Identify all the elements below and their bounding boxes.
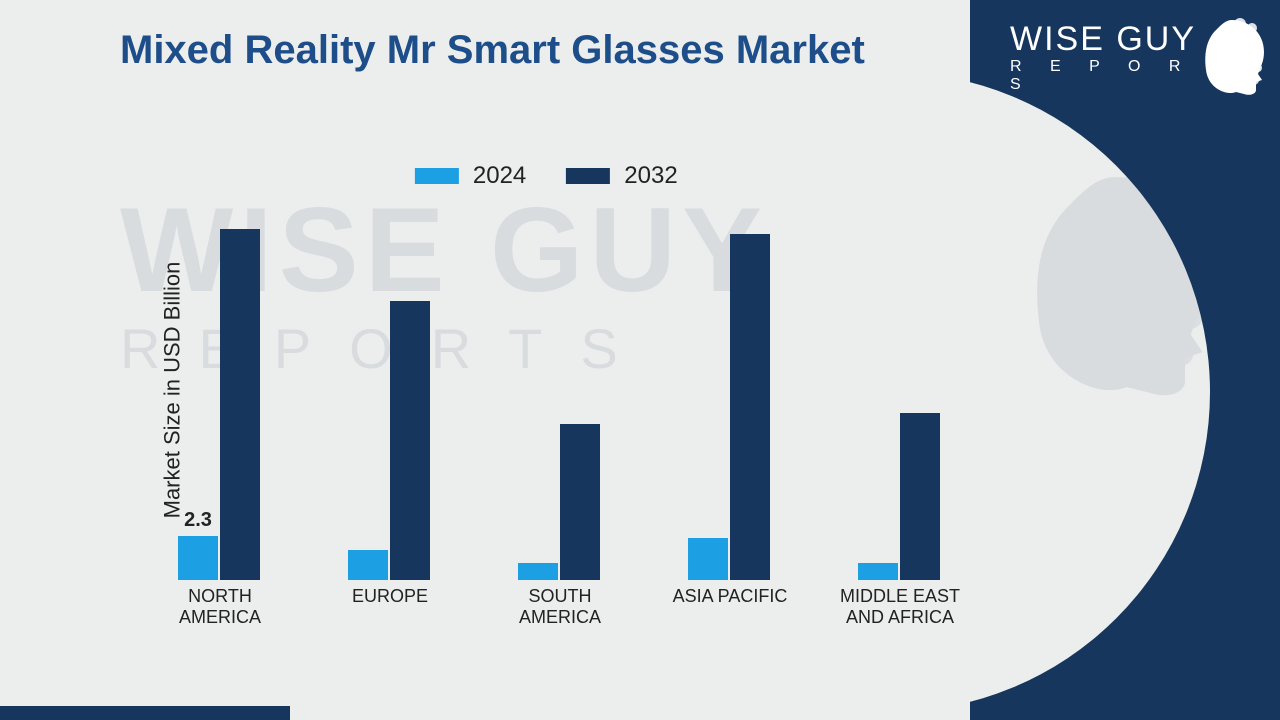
x-axis-label: SOUTH AMERICA — [490, 580, 630, 627]
bar-2032 — [220, 229, 260, 581]
bar-2024 — [518, 563, 558, 580]
watermark-head-icon — [1010, 170, 1220, 400]
legend-label-2032: 2032 — [624, 162, 677, 190]
x-axis-label: NORTH AMERICA — [150, 580, 290, 627]
bar-chart: Market Size in USD Billion 2024 2032 NOR… — [80, 180, 960, 600]
bar-2032 — [900, 413, 940, 580]
x-axis-label: EUROPE — [320, 580, 460, 607]
bar-value-label: 2.3 — [184, 509, 212, 532]
chart-title: Mixed Reality Mr Smart Glasses Market — [120, 26, 880, 74]
legend-item-2024: 2024 — [415, 162, 526, 190]
report-canvas: WISE GUY REPORTS WISE GUY R E P O R T S … — [0, 0, 1280, 720]
legend-swatch-2024 — [415, 168, 459, 184]
bar-2024 — [858, 563, 898, 580]
legend: 2024 2032 — [415, 162, 678, 190]
bar-2024 — [348, 550, 388, 580]
x-axis-label: ASIA PACIFIC — [660, 580, 800, 607]
bar-2024 — [688, 538, 728, 580]
brand-head-icon — [1196, 18, 1268, 96]
bar-2032 — [560, 424, 600, 580]
legend-label-2024: 2024 — [473, 162, 526, 190]
x-axis-label: MIDDLE EAST AND AFRICA — [830, 580, 970, 627]
legend-item-2032: 2032 — [566, 162, 677, 190]
slide-accent-strip — [0, 706, 290, 720]
bar-2032 — [730, 234, 770, 580]
plot-area: NORTH AMERICA2.3EUROPESOUTH AMERICAASIA … — [140, 200, 960, 580]
bar-2024 — [178, 536, 218, 580]
legend-swatch-2032 — [566, 168, 610, 184]
bar-2032 — [390, 301, 430, 580]
